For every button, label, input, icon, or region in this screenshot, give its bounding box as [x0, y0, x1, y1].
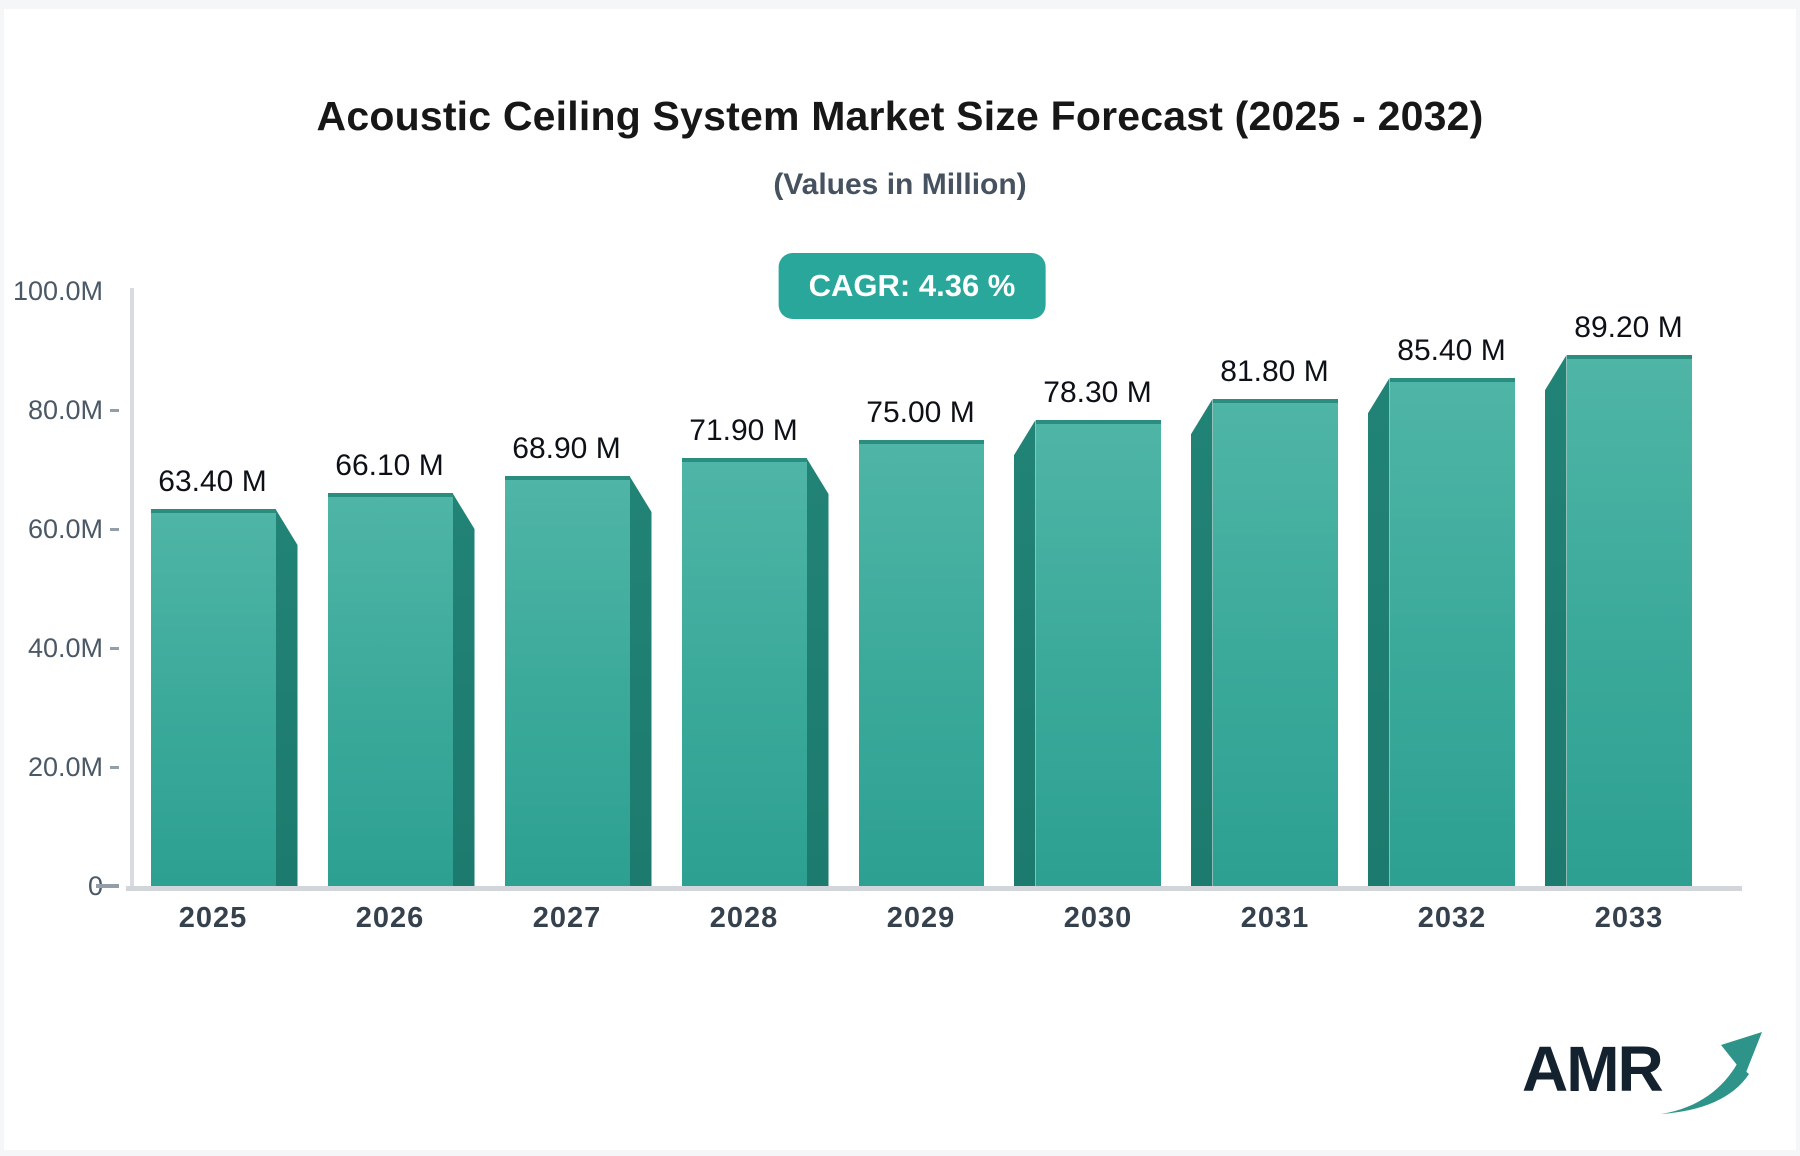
bar-side-face — [1367, 378, 1390, 886]
x-axis-line — [126, 886, 1742, 891]
x-tick-label: 2026 — [355, 902, 425, 934]
bar-value-label: 63.40 M — [158, 465, 267, 498]
bar-side-face — [1544, 355, 1567, 886]
bar-2026: 66.10 M — [327, 449, 475, 886]
x-tick-label: 2032 — [1417, 902, 1487, 934]
bar-value-label: 81.80 M — [1220, 355, 1329, 388]
y-tick-label: 20.0M — [27, 751, 103, 782]
bar-side-face — [629, 476, 652, 886]
y-tick-mark — [110, 408, 119, 412]
growth-arrow-icon — [1661, 1032, 1762, 1114]
bar-2033: 89.20 M — [1544, 311, 1692, 886]
y-tick-label: 0 — [5, 870, 103, 902]
bar-2025: 63.40 M — [150, 465, 298, 886]
x-tick-label: 2030 — [1063, 902, 1133, 934]
bar-value-label: 89.20 M — [1574, 311, 1683, 344]
bar-2027: 68.90 M — [504, 432, 652, 886]
bar-value-label: 68.90 M — [512, 432, 621, 465]
bar-side-face — [806, 458, 829, 886]
chart-title: Acoustic Ceiling System Market Size Fore… — [316, 93, 1484, 139]
bar-value-label: 66.10 M — [335, 449, 444, 482]
y-tick-label: 40.0M — [27, 632, 103, 663]
y-tick-label: 80.0M — [27, 394, 103, 425]
bar-2031: 81.80 M — [1190, 355, 1338, 886]
bar-2028: 71.90 M — [681, 414, 829, 886]
x-tick-label: 2025 — [178, 902, 248, 934]
bar-side-face — [1013, 420, 1036, 886]
y-tick-mark-zero — [96, 884, 119, 888]
amr-logo: AMR — [1522, 1026, 1762, 1121]
x-tick-label: 2031 — [1240, 902, 1310, 934]
x-tick-label: 2033 — [1594, 902, 1664, 934]
y-tick-mark — [110, 765, 119, 769]
x-tick-label: 2029 — [886, 902, 956, 934]
bar-value-label: 71.90 M — [689, 414, 798, 447]
bar-value-label: 75.00 M — [866, 396, 975, 429]
bar-side-face — [452, 493, 475, 886]
x-tick-label: 2027 — [532, 902, 602, 934]
y-tick-label: 100.0M — [12, 275, 103, 306]
y-tick-label: 60.0M — [27, 513, 103, 544]
amr-logo-text: AMR — [1522, 1033, 1664, 1105]
bar-value-label: 78.30 M — [1043, 376, 1152, 409]
x-tick-label: 2028 — [709, 902, 779, 934]
bar-2030: 78.30 M — [1013, 376, 1161, 886]
bar-side-face — [275, 509, 298, 886]
chart-subtitle: (Values in Million) — [773, 168, 1027, 201]
bar-2032: 85.40 M — [1367, 334, 1515, 886]
bar-side-face — [1190, 399, 1213, 886]
bar-2029: 75.00 M — [858, 396, 984, 886]
y-axis-line — [130, 288, 134, 888]
bar-value-label: 85.40 M — [1397, 334, 1506, 367]
y-tick-mark — [110, 527, 119, 531]
y-tick-mark — [110, 646, 119, 650]
cagr-badge: CAGR: 4.36 % — [778, 253, 1046, 319]
